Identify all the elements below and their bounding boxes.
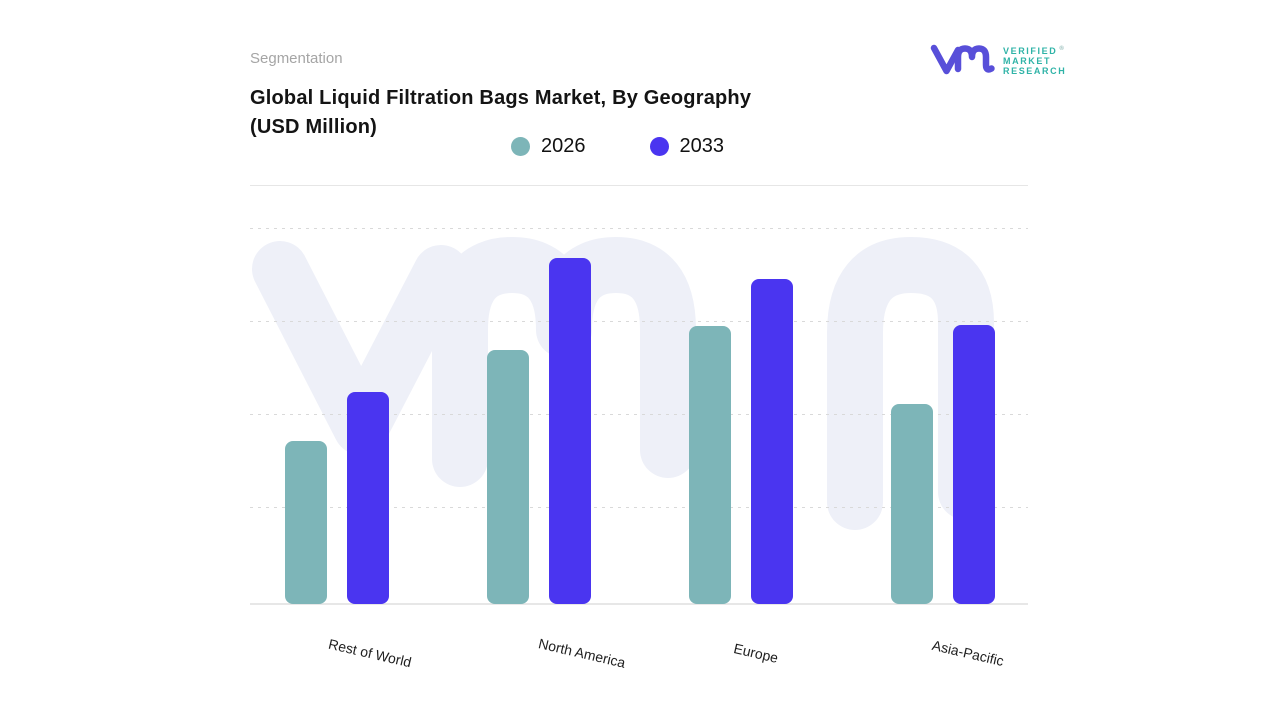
x-axis-label-north-america: North America	[536, 635, 628, 671]
gridline	[250, 414, 1028, 416]
bar-2033-north-america[interactable]	[549, 258, 591, 604]
section-eyebrow: Segmentation	[250, 50, 343, 67]
bar-2026-north-america[interactable]	[487, 350, 529, 604]
bar-2033-europe[interactable]	[751, 279, 793, 604]
chart-legend: 2026 2033	[511, 135, 724, 158]
bar-2033-rest-of-world[interactable]	[347, 392, 389, 604]
legend-item-2033[interactable]: 2033	[649, 135, 725, 158]
gridline	[250, 507, 1028, 509]
gridline	[250, 321, 1028, 323]
gridline	[250, 228, 1028, 230]
bar-2033-asia-pacific[interactable]	[953, 325, 995, 604]
plot-area: Rest of World North America Europe Asia-Pac…	[250, 225, 1030, 671]
logo-line-research: RESEARCH	[1003, 66, 1067, 76]
legend-item-2026[interactable]: 2026	[511, 135, 586, 158]
bar-2026-asia-pacific[interactable]	[891, 404, 933, 604]
logo-line-market: MARKET	[1003, 56, 1052, 66]
header-divider	[250, 185, 1028, 186]
chart-title-line1: Global Liquid Filtration Bags Market, By…	[250, 87, 752, 109]
legend-dot-2026	[511, 137, 530, 156]
bar-2026-europe[interactable]	[689, 326, 731, 604]
vmr-logo: VERIFIED ® MARKET RESEARCH	[930, 38, 1066, 78]
bar-2026-rest-of-world[interactable]	[285, 441, 327, 604]
vmr-logo-icon	[930, 44, 995, 75]
registered-trademark-icon: ®	[1059, 46, 1064, 52]
x-axis-label-europe: Europe	[732, 640, 780, 666]
legend-label: 2033	[679, 135, 725, 157]
chart-title-line2: (USD Million)	[250, 116, 378, 138]
vmr-logo-wordmark: VERIFIED ® MARKET RESEARCH	[1003, 38, 1066, 76]
x-axis-label-asia-pacific: Asia-Pacific	[930, 636, 1006, 670]
logo-line-verified: VERIFIED	[1003, 46, 1058, 56]
chart-title: Global Liquid Filtration Bags Market, By…	[250, 84, 751, 142]
legend-label: 2026	[541, 135, 586, 157]
x-axis-line	[250, 603, 1028, 605]
legend-dot-2033	[649, 137, 669, 156]
x-axis-label-rest-of-world: Rest of World	[327, 635, 413, 671]
